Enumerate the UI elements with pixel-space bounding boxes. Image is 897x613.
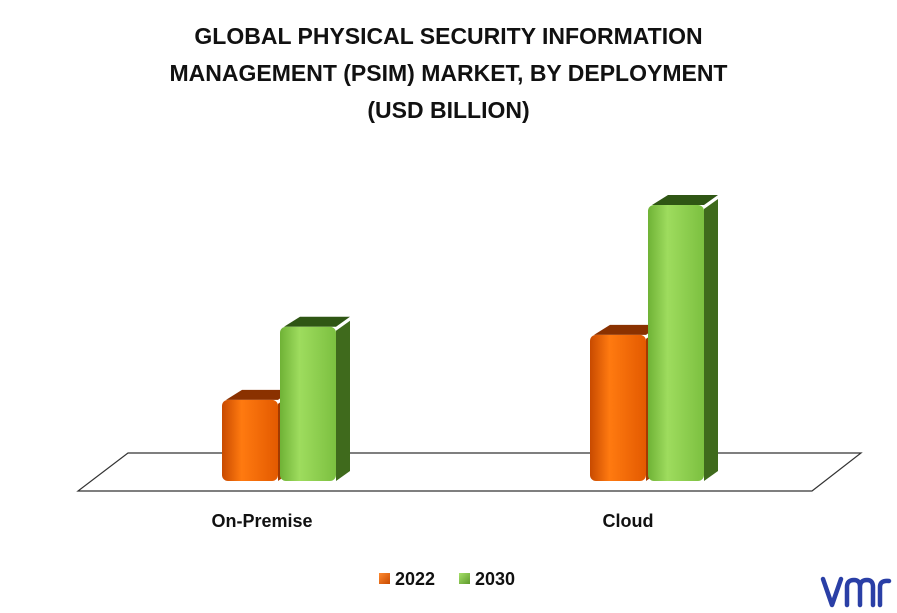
bar-cloud-2022-front (590, 334, 646, 481)
bar-on-premise-2022-top (226, 389, 292, 400)
bar-on-premise-2030-side (336, 320, 350, 481)
chart-title-line-3: (USD BILLION) (367, 97, 530, 123)
category-label-on-premise: On-Premise (211, 511, 312, 531)
legend-label-2030: 2030 (475, 569, 515, 589)
legend-label-2022: 2022 (395, 569, 435, 589)
bar-cloud-2030-side (704, 199, 718, 481)
bar-cloud-2022-top (594, 324, 660, 335)
chart-title: GLOBAL PHYSICAL SECURITY INFORMATION MAN… (0, 18, 897, 129)
bars-group (222, 195, 718, 481)
bar-cloud-2030 (648, 195, 718, 481)
chart-title-line-2: MANAGEMENT (PSIM) MARKET, BY DEPLOYMENT (169, 60, 728, 86)
bar-cloud-2030-top (652, 195, 718, 205)
category-label-cloud: Cloud (603, 511, 654, 531)
legend-swatch-2022 (379, 573, 390, 584)
legend: 2022 2030 (379, 569, 515, 589)
bar-on-premise-2030-front (280, 326, 336, 481)
bar-on-premise-2030 (280, 316, 350, 481)
bar-on-premise-2030-top (284, 316, 350, 327)
bar-on-premise-2022-front (222, 399, 278, 481)
vmr-logo (820, 576, 892, 608)
chart-floor (76, 452, 863, 492)
chart-title-line-1: GLOBAL PHYSICAL SECURITY INFORMATION (194, 23, 703, 49)
bar-cloud-2030-front (648, 205, 704, 481)
legend-swatch-2030 (459, 573, 470, 584)
